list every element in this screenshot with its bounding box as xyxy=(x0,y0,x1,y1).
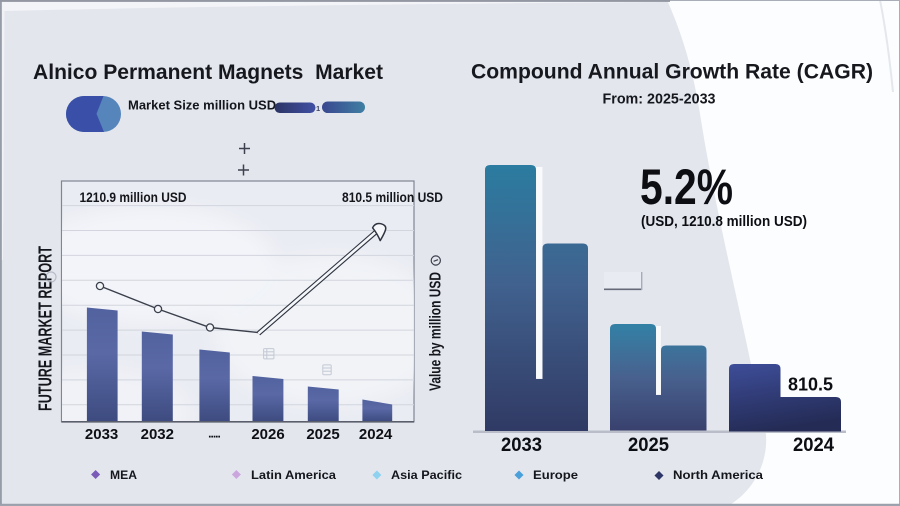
svg-text:Value by million USD: Value by million USD xyxy=(428,272,445,391)
svg-text:1210.9 million USD: 1210.9 million USD xyxy=(80,190,187,205)
svg-text:North America: North America xyxy=(673,470,764,482)
svg-text:2033: 2033 xyxy=(85,426,118,443)
svg-text:Alnico Permanent Magnets Mark: Alnico Permanent Magnets Market xyxy=(33,60,383,84)
svg-text:Asia Pacific: Asia Pacific xyxy=(391,470,463,482)
svg-text:2024: 2024 xyxy=(359,426,393,443)
svg-text:MEA: MEA xyxy=(110,470,137,482)
svg-text:2025: 2025 xyxy=(306,426,339,443)
svg-text:Europe: Europe xyxy=(533,470,578,482)
svg-text:810.5 million USD: 810.5 million USD xyxy=(342,190,443,205)
svg-text:2033: 2033 xyxy=(501,435,542,456)
svg-text:Latin America: Latin America xyxy=(251,470,337,482)
svg-text:(USD, 1210.8 million USD): (USD, 1210.8 million USD) xyxy=(641,213,807,230)
svg-text:FUTURE MARKET REPORT: FUTURE MARKET REPORT xyxy=(34,245,55,411)
svg-text:5.2%: 5.2% xyxy=(640,159,733,215)
svg-text:From: 2025-2033: From: 2025-2033 xyxy=(603,91,716,108)
svg-text:Market Size million USD: Market Size million USD xyxy=(128,98,276,113)
svg-text:2024: 2024 xyxy=(793,435,834,456)
svg-text:810.5: 810.5 xyxy=(788,374,833,395)
svg-text:.....: ..... xyxy=(208,427,220,441)
svg-text:Compound Annual Growth Rate (C: Compound Annual Growth Rate (CAGR) xyxy=(471,60,873,84)
svg-text:2025: 2025 xyxy=(628,435,669,456)
svg-text:2032: 2032 xyxy=(141,426,174,443)
svg-text:1: 1 xyxy=(316,104,320,113)
svg-text:2026: 2026 xyxy=(251,426,284,443)
